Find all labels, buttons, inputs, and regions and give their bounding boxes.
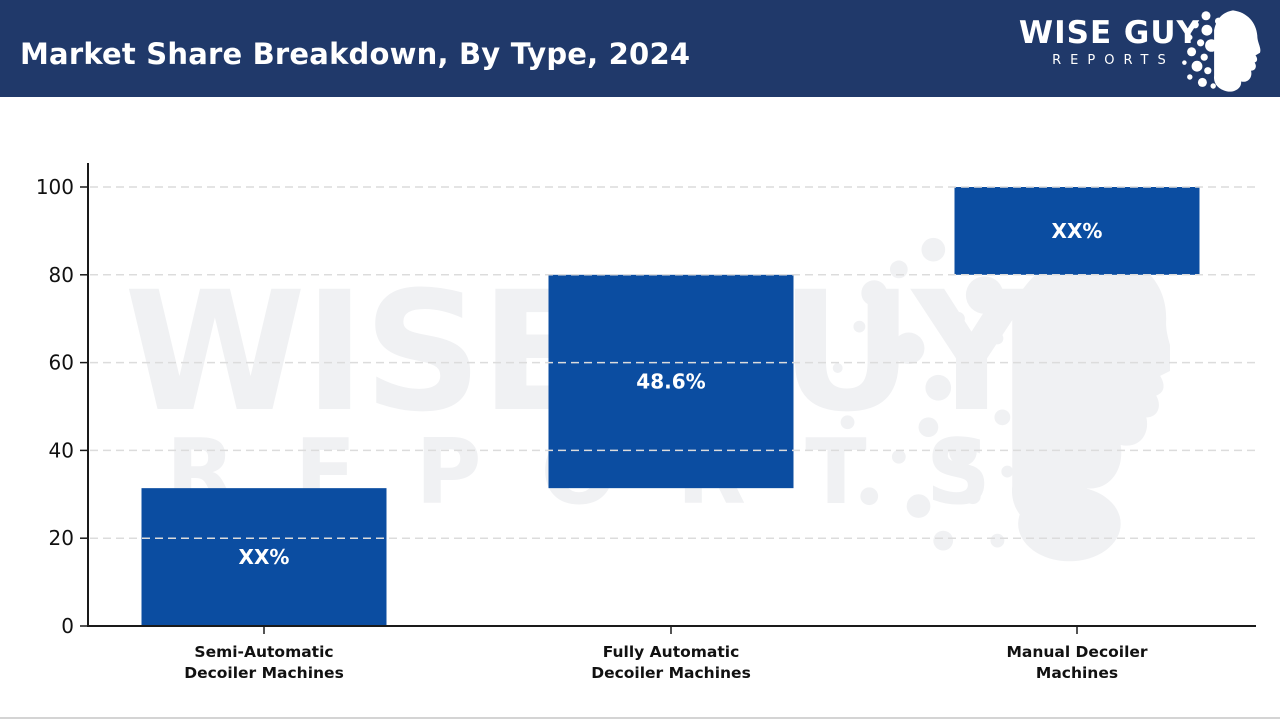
bar-segment — [141, 488, 387, 626]
x-category-label: Decoiler Machines — [184, 664, 344, 682]
bar-value-label: 48.6% — [636, 369, 705, 393]
logo-text: WISE GUY REPORTS — [1019, 17, 1200, 68]
market-share-chart: 0 20 40 60 80 100 Semi-Automatic Decoiler Machi… — [36, 163, 1256, 682]
bar-segment — [548, 274, 794, 489]
logo-face-dots-icon — [1182, 10, 1261, 92]
bar-value-label: XX% — [239, 545, 290, 569]
bar-value-label: XX% — [1052, 219, 1103, 243]
wise-guy-reports-logo: WISE GUY REPORTS — [1019, 0, 1270, 97]
x-category-label: Decoiler Machines — [591, 664, 751, 682]
bottom-divider — [0, 717, 1280, 719]
page-title: Market Share Breakdown, By Type, 2024 — [20, 36, 691, 71]
y-tick-label: 60 — [49, 351, 74, 375]
x-category-label: Machines — [1036, 664, 1118, 682]
x-category-label: Fully Automatic — [603, 643, 740, 661]
y-tick-label: 80 — [49, 263, 74, 287]
y-tick-label: 20 — [49, 526, 74, 550]
header-bar: Market Share Breakdown, By Type, 2024 WI… — [0, 0, 1280, 97]
logo-wordmark: WISE GUY — [1018, 15, 1200, 51]
y-tick-label: 40 — [49, 438, 74, 462]
logo-subtitle: REPORTS — [1052, 52, 1175, 68]
y-tick-label: 100 — [36, 175, 74, 199]
y-tick-label: 0 — [61, 614, 74, 638]
bar-segment — [954, 187, 1200, 275]
x-category-label: Manual Decoiler — [1006, 643, 1147, 661]
watermark-face-dots-icon — [832, 237, 1170, 562]
x-category-label: Semi-Automatic — [194, 643, 333, 661]
